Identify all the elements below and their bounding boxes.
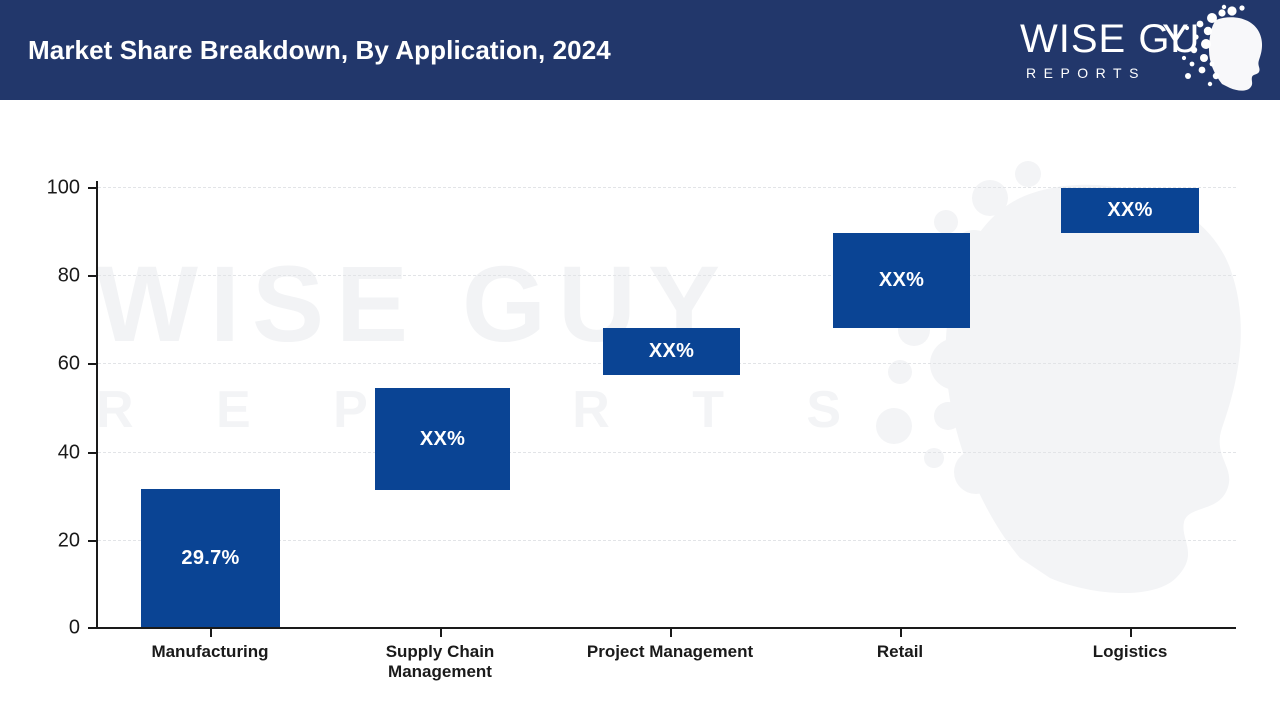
gridline-80	[98, 275, 1236, 277]
y-tick-mark-0	[88, 627, 96, 629]
category-label-project-management: Project Management	[586, 642, 754, 661]
y-tick-mark-100	[88, 187, 96, 189]
bar-project-management[interactable]: XX%	[603, 328, 740, 375]
x-tick-mark-logistics	[1130, 629, 1132, 637]
svg-text:REPORTS: REPORTS	[1026, 65, 1146, 81]
chart-canvas: WISE GUY R E P O R T S	[0, 100, 1280, 720]
svg-text:Y: Y	[1162, 17, 1189, 61]
y-axis-line	[96, 181, 98, 627]
category-label-logistics: Logistics	[1092, 642, 1168, 661]
x-tick-mark-supply-chain-management	[440, 629, 442, 637]
gridline-40	[98, 451, 1236, 453]
bar-label-logistics: XX%	[1107, 199, 1153, 221]
bar-label-supply-chain-management: XX%	[419, 427, 466, 450]
category-label-supply-chain-line2: Management	[388, 662, 492, 681]
y-tick-mark-80	[88, 275, 96, 278]
bar-supply-chain-management[interactable]: XX%	[375, 388, 510, 490]
x-tick-mark-retail	[900, 629, 902, 637]
y-tick-mark-60	[88, 363, 96, 366]
gridline-100	[98, 187, 1236, 188]
category-label-supply-chain-management: Supply Chain Management	[325, 642, 555, 682]
y-axis-label-20: 20	[57, 529, 80, 552]
page-title: Market Share Breakdown, By Application, …	[28, 34, 611, 65]
x-tick-mark-manufacturing	[210, 629, 212, 637]
svg-text:WISE GU: WISE GU	[1020, 17, 1200, 61]
y-tick-mark-20	[88, 539, 96, 542]
category-label-manufacturing: Manufacturing	[151, 642, 269, 661]
y-axis-label-40: 40	[57, 441, 80, 464]
y-tick-mark-40	[88, 451, 96, 454]
bar-manufacturing[interactable]: 29.7%	[141, 489, 280, 627]
bar-label-project-management: XX%	[648, 340, 695, 362]
x-tick-mark-project-management	[670, 629, 672, 637]
wise-guy-reports-logo: WISE GU Y REPORTS	[1016, 4, 1266, 96]
category-label-supply-chain-line1: Supply Chain	[385, 642, 495, 661]
y-axis-label-0: 0	[68, 616, 80, 639]
bar-label-manufacturing: 29.7%	[181, 546, 240, 569]
y-axis-label-100: 100	[46, 176, 80, 199]
plot-area: 0 20 40 60 80 100 29.7% XX% XX% XX%	[47, 160, 1236, 687]
y-axis-label-60: 60	[57, 352, 80, 375]
y-axis-label-80: 80	[57, 264, 80, 287]
x-axis-line	[96, 627, 1236, 629]
bar-label-retail: XX%	[878, 269, 925, 291]
category-label-retail: Retail	[876, 642, 924, 661]
bar-retail[interactable]: XX%	[833, 233, 970, 328]
gridline-20	[98, 539, 1236, 541]
bar-logistics[interactable]: XX%	[1061, 188, 1199, 233]
page-header: Market Share Breakdown, By Application, …	[0, 0, 1280, 100]
